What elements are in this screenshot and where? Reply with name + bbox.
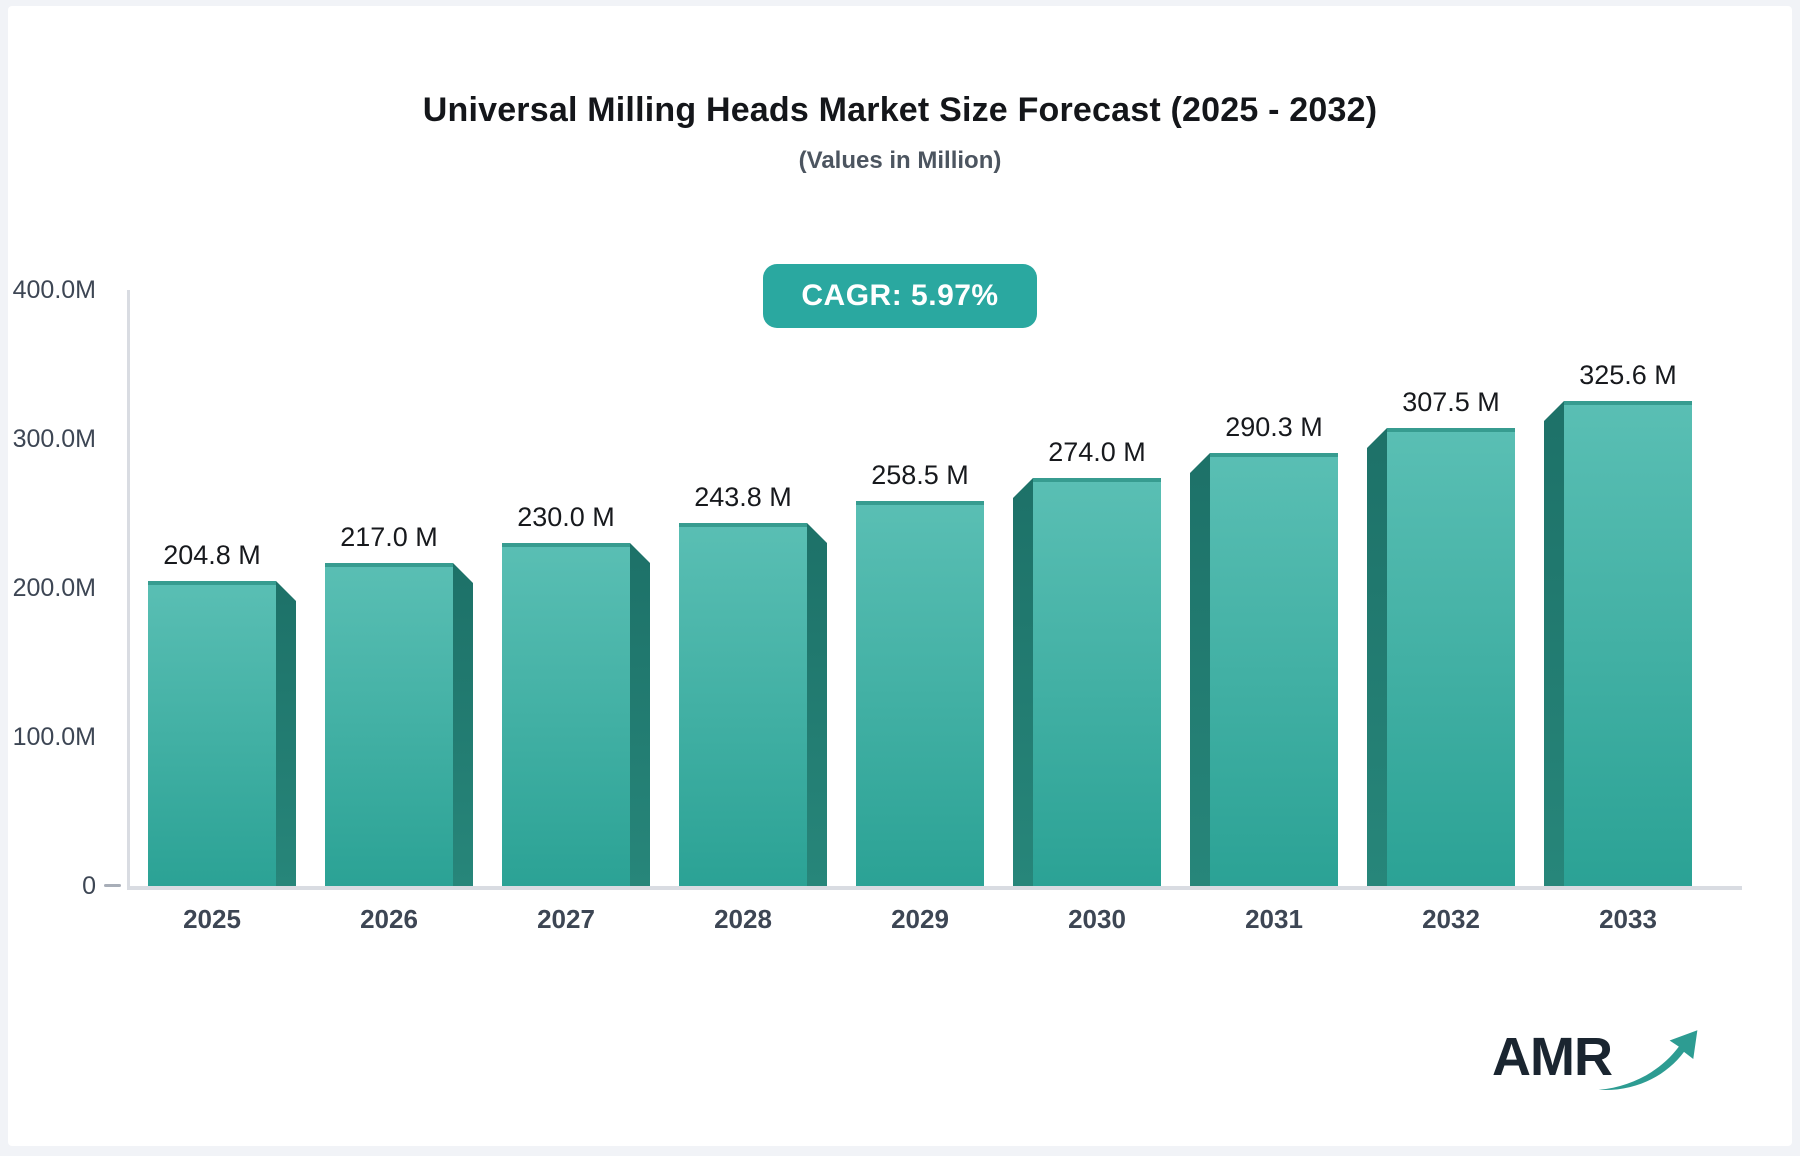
bar-value-label: 204.8 M [163, 540, 261, 570]
x-axis-label-2029: 2029 [891, 904, 949, 934]
bar-top-edge [148, 581, 276, 585]
bar-3d-side [807, 523, 827, 886]
bar-2028[interactable] [679, 523, 827, 886]
bar-face [1564, 401, 1692, 886]
growth-arrow-icon [1598, 1030, 1698, 1091]
x-axis-label-2032: 2032 [1422, 904, 1480, 934]
bar-3d-side [1367, 428, 1387, 886]
bar-value-label: 307.5 M [1402, 387, 1500, 417]
bar-value-label: 325.6 M [1579, 360, 1677, 390]
bar-value-label: 217.0 M [340, 522, 438, 552]
x-axis-label-2031: 2031 [1245, 904, 1303, 934]
bar-3d-side [276, 581, 296, 886]
chart-header: Universal Milling Heads Market Size Fore… [8, 90, 1792, 328]
bar-value-label: 243.8 M [694, 482, 792, 512]
bar-2029[interactable] [856, 501, 984, 886]
bar-top-edge [1210, 453, 1338, 457]
bar-value-label: 230.0 M [517, 502, 615, 532]
bar-top-edge [856, 501, 984, 505]
bar-top-edge [679, 523, 807, 527]
bar-face [679, 523, 807, 886]
bar-2033[interactable] [1544, 401, 1692, 886]
bar-face [1033, 478, 1161, 886]
plot-area: 204.8 M 2025 217.0 M 2026 230.0 M 2027 243.8 M… [127, 290, 1742, 934]
bar-face [148, 581, 276, 886]
x-axis-label-2027: 2027 [537, 904, 595, 934]
bar-face [1387, 428, 1515, 886]
bar-top-edge [1564, 401, 1692, 405]
bar-face [325, 563, 453, 886]
x-axis-label-2026: 2026 [360, 904, 418, 934]
x-axis-label-2025: 2025 [183, 904, 241, 934]
bar-3d-side [1013, 478, 1033, 886]
bar-3d-side [453, 563, 473, 886]
y-axis-label: 300.0M [12, 425, 96, 453]
y-axis-label: 400.0M [12, 276, 96, 304]
bar-3d-side [630, 543, 650, 886]
chart-title: Universal Milling Heads Market Size Fore… [422, 91, 1378, 129]
bar-2025[interactable] [148, 581, 296, 886]
y-axis-label: 100.0M [12, 723, 96, 751]
x-axis-label-2030: 2030 [1068, 904, 1126, 934]
bar-2030[interactable] [1013, 478, 1161, 886]
bar-top-edge [1033, 478, 1161, 482]
bar-top-edge [325, 563, 453, 567]
x-axis-label-2028: 2028 [714, 904, 772, 934]
bar-2032[interactable] [1367, 428, 1515, 886]
bar-2027[interactable] [502, 543, 650, 886]
cagr-badge: CAGR: 5.97% [763, 263, 1037, 328]
bar-3d-side [1190, 453, 1210, 886]
y-axis-label: 200.0M [12, 574, 96, 602]
bar-2031[interactable] [1190, 453, 1338, 886]
y-axis-label: 0 [82, 872, 96, 900]
bar-value-label: 274.0 M [1048, 437, 1146, 467]
bar-2026[interactable] [325, 563, 473, 886]
chart-card: Universal Milling Heads Market Size Fore… [8, 6, 1792, 1146]
bar-top-edge [502, 543, 630, 547]
bar-value-label: 290.3 M [1225, 412, 1323, 442]
chart-subtitle: (Values in Million) [798, 146, 1002, 174]
amr-logo-text: AMR [1492, 1027, 1613, 1087]
bar-top-edge [1387, 428, 1515, 432]
bar-face [502, 543, 630, 886]
bar-value-label: 258.5 M [871, 460, 969, 490]
bar-3d-side [1544, 401, 1564, 886]
x-axis-label-2033: 2033 [1599, 904, 1657, 934]
amr-logo: AMR [1492, 1030, 1700, 1094]
zero-tick-mark [104, 884, 121, 887]
bar-face [1210, 453, 1338, 886]
bar-face [856, 501, 984, 886]
